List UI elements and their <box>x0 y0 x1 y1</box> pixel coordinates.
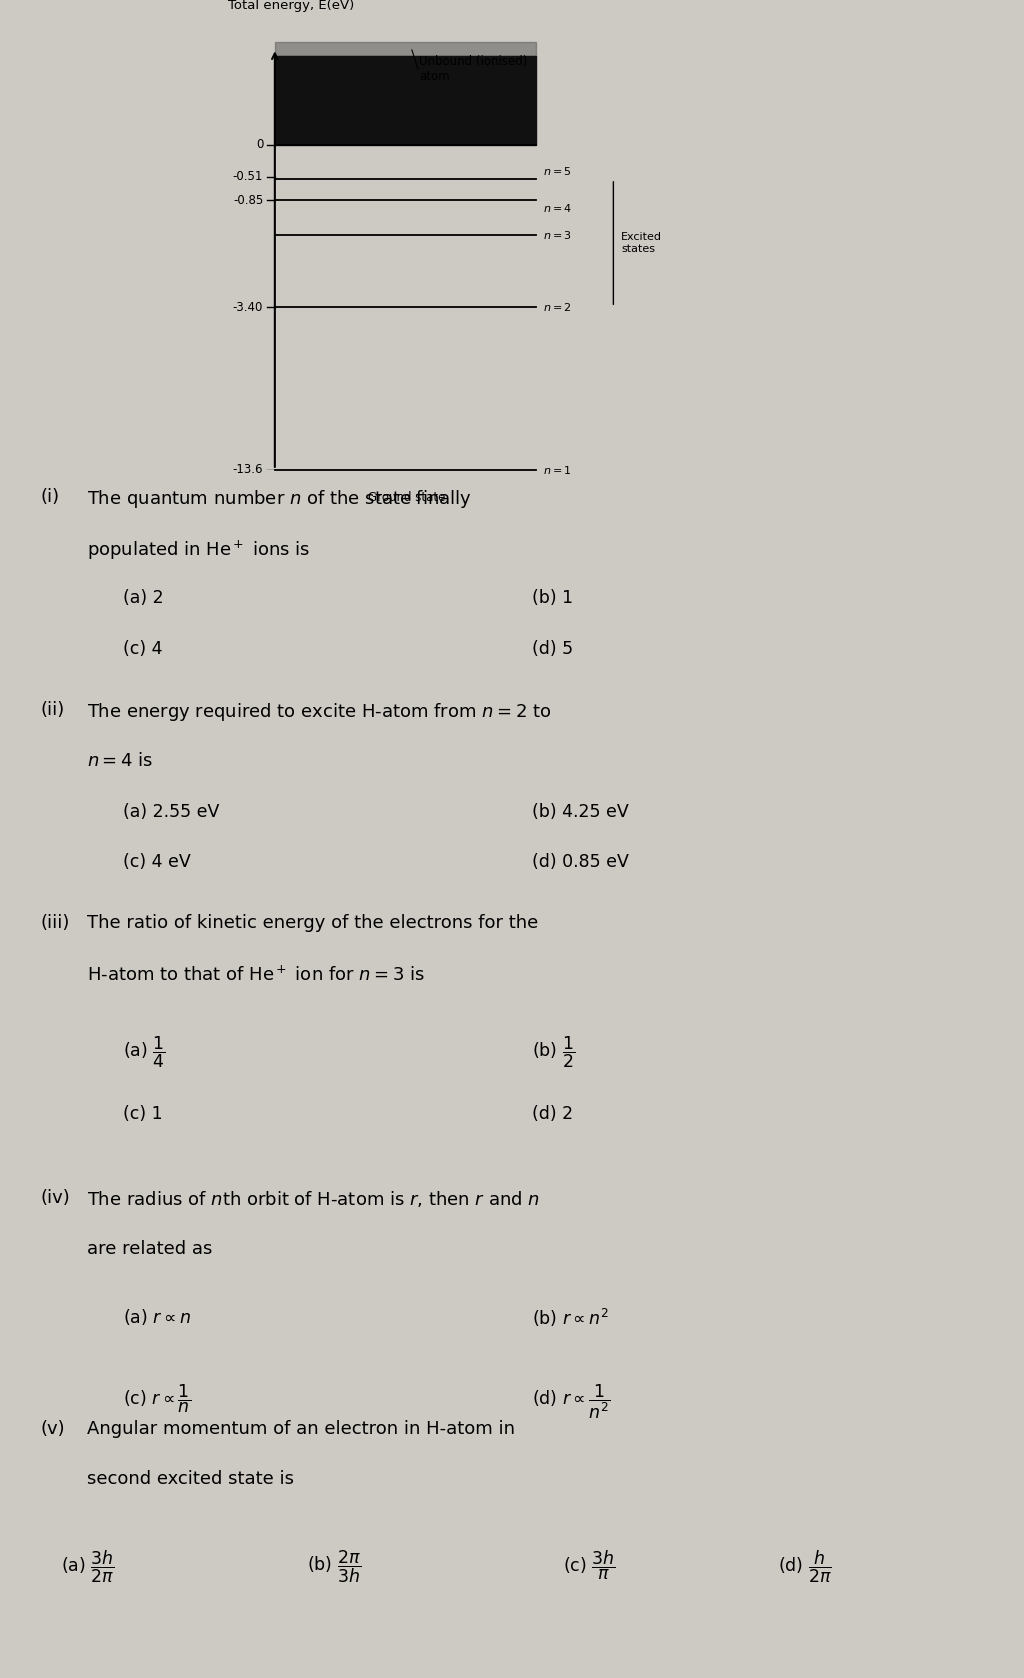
Text: $n=1$: $n=1$ <box>544 463 572 477</box>
Bar <box>274 55 536 144</box>
Text: (d) 5: (d) 5 <box>532 641 573 658</box>
Text: (b) $\dfrac{1}{2}$: (b) $\dfrac{1}{2}$ <box>532 1035 575 1071</box>
Text: (v): (v) <box>41 1420 66 1438</box>
Text: -3.40: -3.40 <box>232 300 263 314</box>
Text: The energy required to excite H-atom from $n=2$ to: The energy required to excite H-atom fro… <box>87 701 551 723</box>
Text: Ground state: Ground state <box>369 492 445 503</box>
Text: -0.51: -0.51 <box>232 171 263 183</box>
Text: -13.6: -13.6 <box>232 463 263 477</box>
Text: Unbound (ionised)
atom: Unbound (ionised) atom <box>419 55 527 82</box>
Text: (a) $\dfrac{3h}{2\pi}$: (a) $\dfrac{3h}{2\pi}$ <box>61 1549 116 1586</box>
Text: Excited
states: Excited states <box>622 232 663 253</box>
Text: $n=2$: $n=2$ <box>544 302 572 314</box>
Text: (c) 4: (c) 4 <box>123 641 163 658</box>
Text: $n=3$: $n=3$ <box>544 228 572 240</box>
Text: (i): (i) <box>41 488 60 507</box>
Text: The ratio of kinetic energy of the electrons for the: The ratio of kinetic energy of the elect… <box>87 915 539 933</box>
Text: (c) 1: (c) 1 <box>123 1106 163 1123</box>
Text: (b) $r\propto n^2$: (b) $r\propto n^2$ <box>532 1307 609 1329</box>
Text: (b) 1: (b) 1 <box>532 589 573 607</box>
Text: (a) $r\propto n$: (a) $r\propto n$ <box>123 1307 190 1327</box>
Text: populated in He$^+$ ions is: populated in He$^+$ ions is <box>87 539 310 562</box>
Text: (iii): (iii) <box>41 915 71 933</box>
Text: (a) $\dfrac{1}{4}$: (a) $\dfrac{1}{4}$ <box>123 1035 166 1071</box>
Text: (d) 2: (d) 2 <box>532 1106 573 1123</box>
Text: (c) $\dfrac{3h}{\pi}$: (c) $\dfrac{3h}{\pi}$ <box>563 1549 615 1582</box>
Text: (b) $\dfrac{2\pi}{3h}$: (b) $\dfrac{2\pi}{3h}$ <box>307 1549 361 1586</box>
Text: (d) $r\propto\dfrac{1}{n^2}$: (d) $r\propto\dfrac{1}{n^2}$ <box>532 1383 611 1421</box>
Text: The radius of $n$th orbit of H-atom is $r$, then $r$ and $n$: The radius of $n$th orbit of H-atom is $… <box>87 1190 540 1210</box>
Text: (c) 4 eV: (c) 4 eV <box>123 854 190 871</box>
Text: (d) 0.85 eV: (d) 0.85 eV <box>532 854 630 871</box>
Text: $n=5$: $n=5$ <box>544 164 572 176</box>
Bar <box>274 42 536 55</box>
Text: $n=4$: $n=4$ <box>544 203 572 215</box>
Text: are related as: are related as <box>87 1240 212 1258</box>
Text: $n=4$ is: $n=4$ is <box>87 752 154 770</box>
Text: H-atom to that of He$^+$ ion for $n=3$ is: H-atom to that of He$^+$ ion for $n=3$ i… <box>87 965 425 985</box>
Text: Angular momentum of an electron in H-atom in: Angular momentum of an electron in H-ato… <box>87 1420 515 1438</box>
Text: (c) $r\propto\dfrac{1}{n}$: (c) $r\propto\dfrac{1}{n}$ <box>123 1383 190 1415</box>
Text: (iv): (iv) <box>41 1190 71 1206</box>
Text: second excited state is: second excited state is <box>87 1470 294 1488</box>
Text: Total energy, E(eV): Total energy, E(eV) <box>228 0 354 12</box>
Text: The quantum number $n$ of the state finally: The quantum number $n$ of the state fina… <box>87 488 472 510</box>
Text: (d) $\dfrac{h}{2\pi}$: (d) $\dfrac{h}{2\pi}$ <box>778 1549 833 1586</box>
Text: 0: 0 <box>256 138 263 151</box>
Text: -0.85: -0.85 <box>232 193 263 206</box>
Text: (b) 4.25 eV: (b) 4.25 eV <box>532 802 629 821</box>
Text: (a) 2.55 eV: (a) 2.55 eV <box>123 802 219 821</box>
Text: (a) 2: (a) 2 <box>123 589 164 607</box>
Text: (ii): (ii) <box>41 701 66 720</box>
